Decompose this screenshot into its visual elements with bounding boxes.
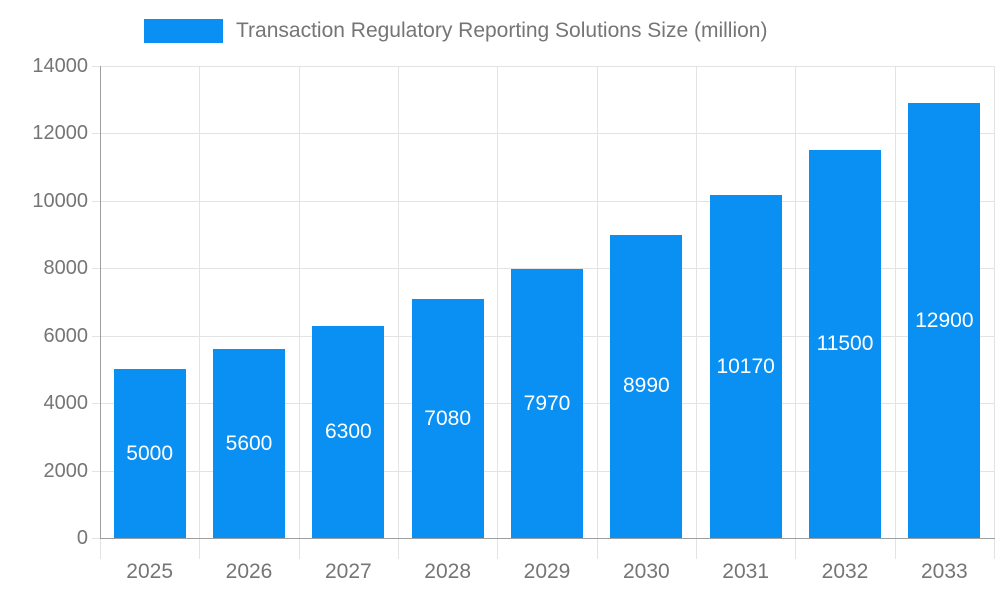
gridline-vertical: [497, 66, 499, 538]
y-axis-tick-label: 0: [76, 527, 88, 549]
gridline-vertical: [894, 66, 896, 538]
y-axis-tick-label: 10000: [32, 189, 88, 212]
bar-2028[interactable]: 7080: [411, 299, 484, 538]
plot-area: 5000 5600 6300 7080 7970 8990 10170 11500 12900: [100, 66, 995, 538]
x-axis-tick: [894, 539, 896, 559]
y-axis-tick-label: 8000: [43, 257, 89, 280]
y-axis-tick: [92, 66, 100, 67]
y-axis-tick: [92, 403, 100, 405]
y-axis-tick-label: 12000: [32, 122, 88, 145]
y-axis-line: [100, 66, 101, 538]
x-axis-tick: [497, 539, 499, 559]
y-axis-tick-label: 2000: [43, 459, 89, 482]
bar-2031[interactable]: 10170: [709, 195, 782, 538]
gridline-vertical: [994, 66, 995, 538]
x-axis-tick: [696, 539, 697, 559]
gridline-vertical: [696, 66, 697, 538]
bar-2032[interactable]: 11500: [809, 150, 881, 538]
bar-value-label: 6300: [324, 419, 372, 443]
gridline-vertical: [795, 66, 797, 538]
bar-value-label: 7080: [424, 406, 472, 430]
gridline-horizontal: [100, 66, 994, 67]
chart-legend[interactable]: Transaction Regulatory Reporting Solutio…: [144, 19, 767, 43]
bar-value-label: 8990: [622, 374, 670, 398]
x-axis-tick-label: 2026: [225, 560, 273, 583]
x-axis-tick: [100, 539, 101, 559]
x-axis-line: [100, 538, 995, 539]
gridline-vertical: [199, 66, 201, 538]
y-axis-tick-label: 14000: [32, 55, 88, 77]
gridline-vertical: [596, 66, 598, 538]
legend-swatch: [144, 19, 223, 43]
bar-value-label: 5000: [126, 441, 174, 465]
bar-value-label: 11500: [816, 332, 874, 356]
gridline-horizontal: [100, 200, 994, 202]
legend-label: Transaction Regulatory Reporting Solutio…: [236, 19, 768, 42]
bar-2029[interactable]: 7970: [511, 269, 583, 538]
y-axis-tick: [92, 133, 100, 135]
bar-value-label: 5600: [225, 431, 273, 455]
x-axis-tick: [298, 539, 300, 559]
x-axis-tick: [199, 539, 201, 559]
bar-2027[interactable]: 6300: [312, 325, 385, 538]
bar-value-label: 12900: [915, 308, 974, 332]
gridline-vertical: [298, 66, 300, 538]
y-axis-tick: [92, 470, 100, 472]
bar-2033[interactable]: 12900: [908, 103, 981, 538]
x-axis-tick: [596, 539, 598, 559]
gridline-horizontal: [100, 268, 994, 270]
x-axis-tick-label: 2033: [920, 560, 968, 583]
y-axis-tick: [92, 335, 100, 337]
x-axis-tick: [795, 539, 797, 559]
gridline-vertical: [398, 66, 399, 538]
y-axis-tick: [92, 268, 100, 270]
x-axis-tick: [398, 539, 399, 559]
x-axis-tick: [994, 539, 995, 559]
y-axis-tick: [92, 538, 100, 539]
x-axis-tick-label: 2030: [622, 560, 670, 583]
x-axis-tick-label: 2028: [424, 560, 472, 583]
y-axis-tick-label: 6000: [43, 324, 89, 347]
y-axis-tick-label: 4000: [43, 392, 89, 415]
gridline-horizontal: [100, 133, 994, 135]
bar-value-label: 10170: [716, 354, 775, 378]
bar-2030[interactable]: 8990: [610, 234, 683, 538]
x-axis-tick-label: 2032: [821, 560, 869, 583]
bar-2026[interactable]: 5600: [213, 349, 285, 538]
x-axis-tick-label: 2025: [126, 560, 174, 583]
bar-value-label: 7970: [523, 391, 571, 415]
bar-2025[interactable]: 5000: [113, 369, 186, 538]
x-axis-tick-label: 2029: [523, 560, 571, 583]
x-axis-tick-label: 2027: [324, 560, 372, 583]
y-axis-tick: [92, 200, 100, 202]
x-axis-tick-label: 2031: [722, 560, 770, 583]
